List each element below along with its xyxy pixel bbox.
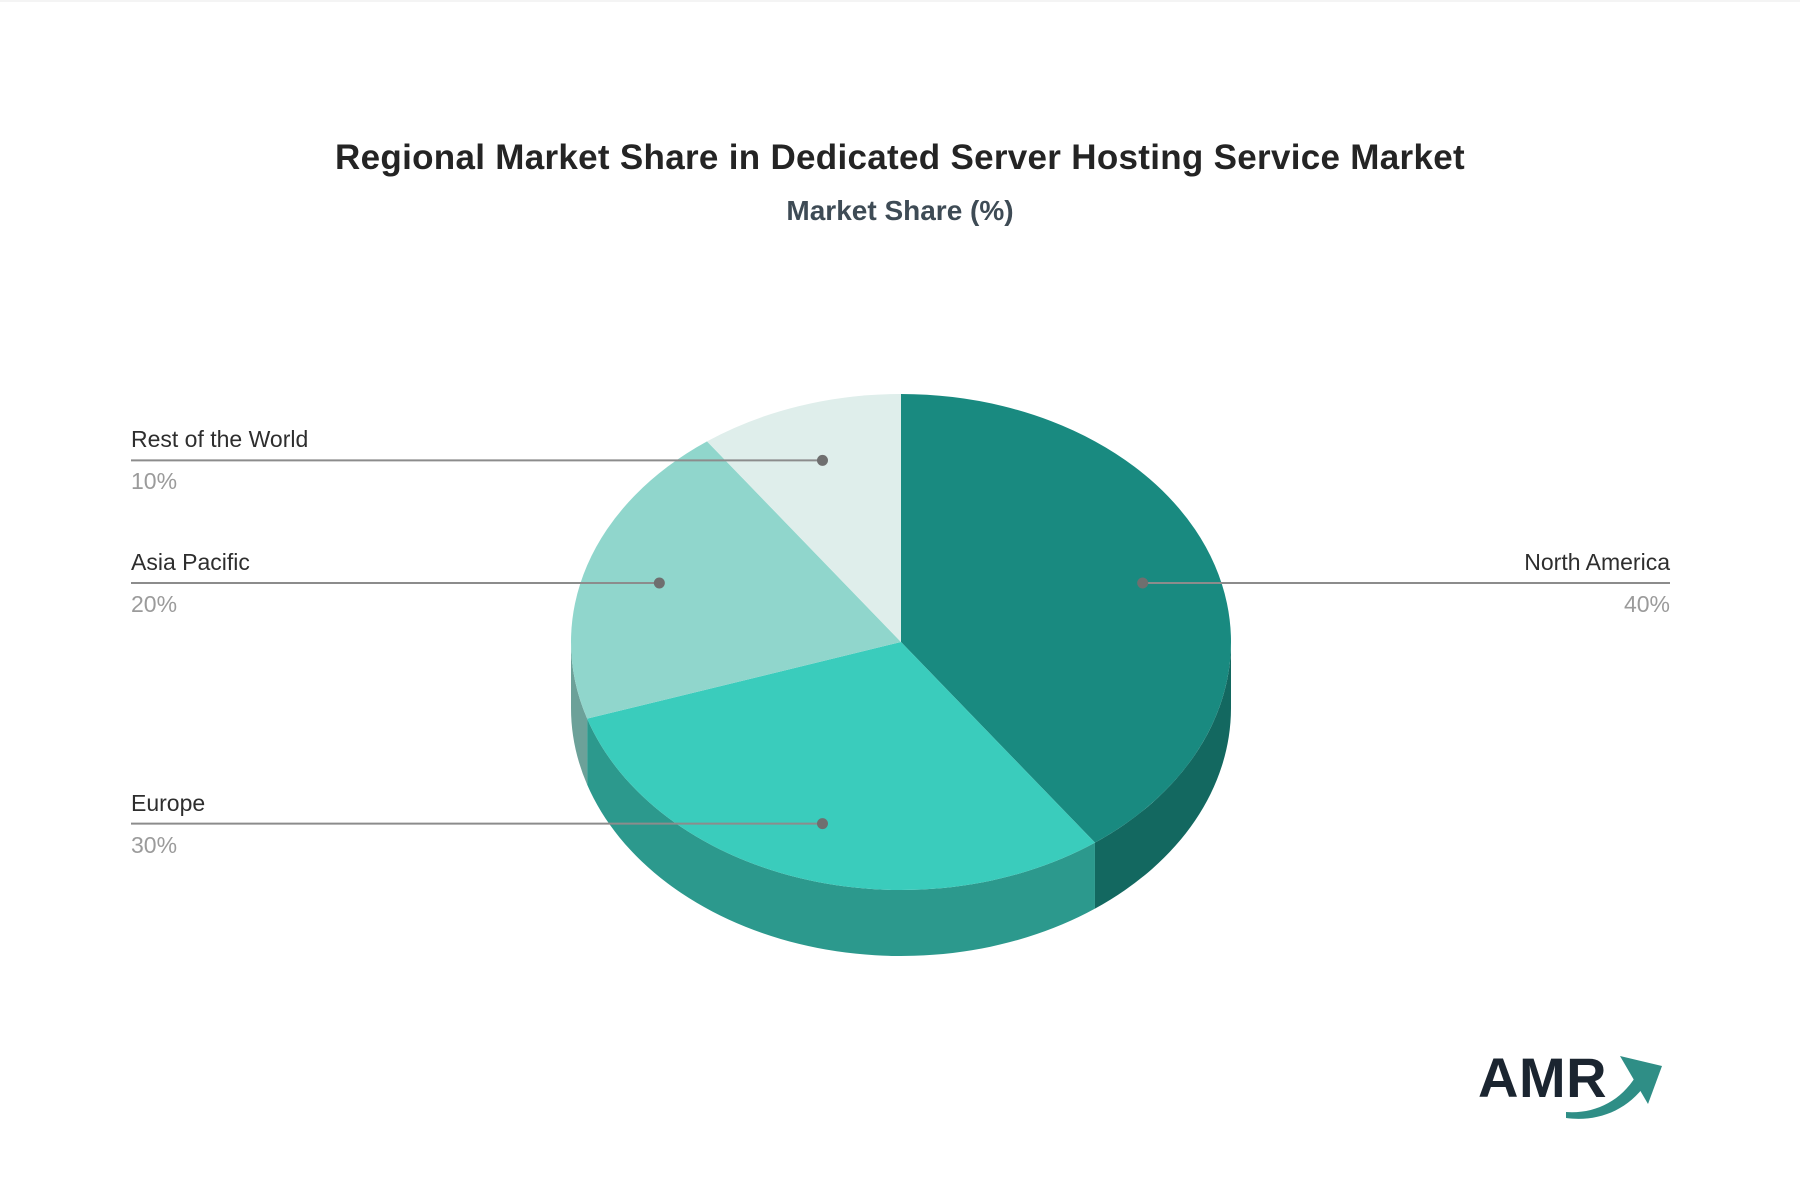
slice-label-europe: Europe 30% [131, 789, 205, 859]
leader-dot-asia-pacific [653, 577, 665, 589]
slice-value-text: 10% [131, 468, 178, 495]
amr-logo-text: AMR [1478, 1046, 1608, 1109]
slice-label-rest-of-the-world: Rest of the World 10% [131, 425, 308, 495]
slice-value-text: 20% [131, 590, 178, 617]
slice-label-north-america: North America 40% [1524, 548, 1670, 618]
pie-slice-rim-north-america [1094, 642, 1231, 909]
slice-label-text: North America [1524, 548, 1670, 575]
slice-label-text: Europe [131, 789, 206, 816]
pie-slice-rim-europe [587, 718, 1095, 956]
amr-logo: AMR [1478, 1048, 1678, 1158]
trend-up-arrow-icon [1566, 1056, 1662, 1119]
chart-subtitle: Market Share (%) [786, 195, 1014, 226]
slice-label-text: Asia Pacific [131, 548, 250, 575]
slice-value-text: 40% [1623, 590, 1670, 617]
leader-dot-europe [816, 818, 828, 830]
pie-slice-north-america[interactable] [901, 394, 1231, 843]
slice-label-text: Rest of the World [131, 426, 309, 453]
chart-title: Regional Market Share in Dedicated Serve… [335, 138, 1465, 177]
pie-slice-rest-of-the-world[interactable] [707, 394, 901, 642]
leader-dot-rest-of-the-world [816, 454, 828, 466]
slice-value-text: 30% [131, 831, 178, 858]
slice-label-asia-pacific: Asia Pacific 20% [131, 548, 250, 618]
pie-slice-asia-pacific[interactable] [571, 441, 901, 719]
pie-slice-rim-asia-pacific [571, 642, 588, 785]
pie-slice-europe[interactable] [587, 642, 1095, 890]
leader-dot-north-america [1137, 577, 1149, 589]
